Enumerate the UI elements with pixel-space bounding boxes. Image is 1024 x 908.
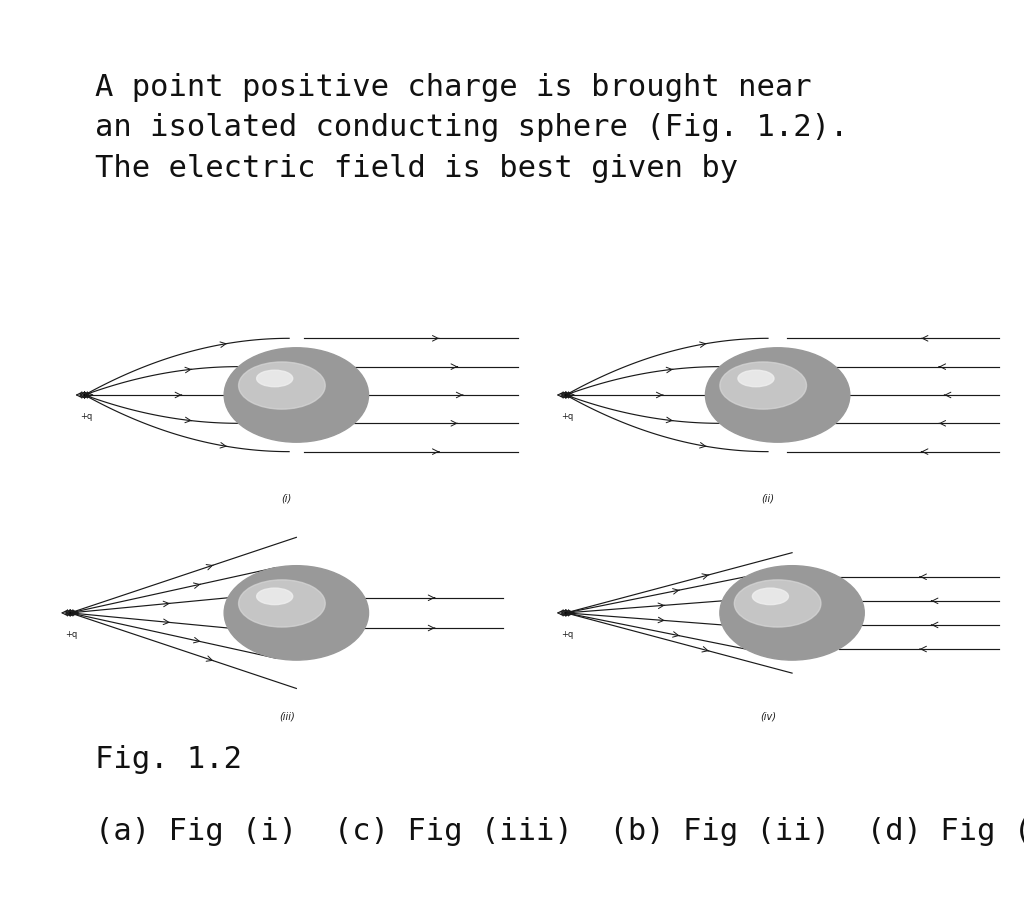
Ellipse shape [239,580,326,627]
Ellipse shape [706,348,850,442]
Text: (iii): (iii) [279,712,295,722]
Ellipse shape [734,580,821,627]
Text: (iv): (iv) [760,712,776,722]
Text: +q: +q [561,411,573,420]
Text: +q: +q [66,629,78,638]
Ellipse shape [224,566,369,660]
Ellipse shape [257,588,293,605]
Ellipse shape [753,588,788,605]
Text: (ii): (ii) [762,494,774,504]
Text: +q: +q [80,411,92,420]
Text: +q: +q [561,629,573,638]
Ellipse shape [257,370,293,387]
Text: (a) Fig (i)  (c) Fig (iii)  (b) Fig (ii)  (d) Fig (iv): (a) Fig (i) (c) Fig (iii) (b) Fig (ii) (… [95,817,1024,846]
Text: A point positive charge is brought near
an isolated conducting sphere (Fig. 1.2): A point positive charge is brought near … [95,73,848,183]
Text: (i): (i) [282,494,292,504]
Ellipse shape [239,362,326,410]
Ellipse shape [720,362,807,410]
Ellipse shape [720,566,864,660]
Text: Fig. 1.2: Fig. 1.2 [95,745,242,774]
Ellipse shape [738,370,774,387]
Ellipse shape [224,348,369,442]
